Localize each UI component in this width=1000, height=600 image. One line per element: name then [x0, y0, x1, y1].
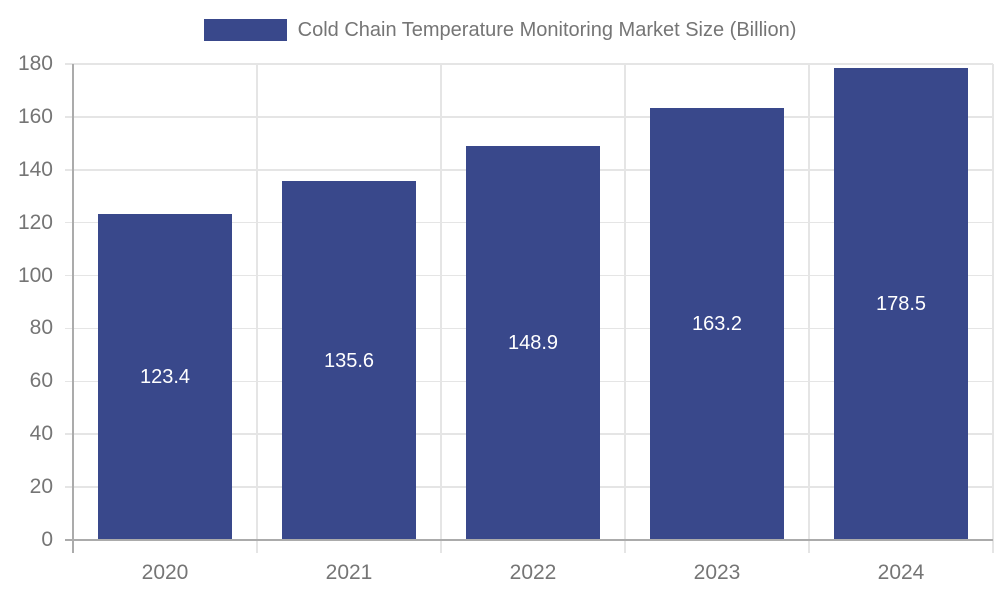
y-axis-tick [65, 380, 73, 383]
y-gridline [73, 63, 993, 65]
bar-value-label: 178.5 [875, 292, 927, 315]
x-gridline [808, 64, 810, 540]
x-axis-label: 2024 [877, 561, 925, 584]
x-axis-label: 2021 [325, 561, 373, 584]
y-axis-label: 40 [29, 422, 53, 446]
y-axis-label: 160 [17, 104, 53, 128]
x-gridline [256, 64, 258, 540]
legend-swatch [203, 19, 287, 41]
bar-2023[interactable] [650, 108, 784, 540]
x-axis-label: 2020 [141, 561, 189, 584]
y-axis-tick [65, 63, 73, 65]
plot-area: 0 20 40 60 80 100 120 140 160 180 123.4 2020 135.6 20… [18, 52, 994, 584]
y-axis-tick [65, 221, 73, 224]
x-gridline [992, 64, 994, 540]
bar-2022[interactable] [466, 146, 600, 540]
y-axis-line [72, 64, 74, 553]
x-gridline [440, 64, 442, 540]
bar-value-label: 123.4 [139, 365, 191, 388]
x-gridline [624, 64, 626, 540]
x-axis-tick [256, 540, 258, 553]
y-axis-label: 80 [29, 316, 53, 340]
legend[interactable]: Cold Chain Temperature Monitoring Market… [0, 18, 1000, 42]
y-axis-tick [65, 169, 73, 171]
x-axis-tick [440, 540, 442, 553]
y-axis-label: 100 [17, 263, 53, 287]
legend-label: Cold Chain Temperature Monitoring Market… [297, 19, 797, 41]
x-axis-tick [624, 540, 626, 553]
bar-value-label: 135.6 [323, 349, 375, 372]
y-axis-label: 120 [17, 210, 53, 234]
y-axis-tick [65, 433, 73, 435]
y-axis-label: 0 [41, 528, 53, 551]
bar-2024[interactable] [834, 67, 968, 540]
y-gridline [73, 116, 993, 118]
x-axis-line [65, 539, 993, 541]
bar-value-label: 148.9 [507, 332, 559, 355]
y-axis-tick [65, 274, 73, 277]
bar-2020[interactable] [98, 213, 232, 540]
y-axis-tick [65, 116, 73, 118]
bar-value-label: 163.2 [691, 313, 743, 336]
y-axis-tick [65, 327, 73, 330]
bar-2021[interactable] [282, 181, 416, 540]
x-axis-label: 2023 [693, 561, 741, 584]
x-axis-tick [992, 540, 994, 553]
y-axis-label: 60 [29, 369, 53, 393]
x-axis-tick [808, 540, 810, 553]
x-axis-label: 2022 [509, 561, 557, 584]
y-axis-label: 140 [17, 157, 53, 181]
y-axis-label: 20 [29, 475, 53, 499]
y-axis-tick [65, 486, 73, 488]
y-axis-label: 180 [17, 52, 53, 75]
